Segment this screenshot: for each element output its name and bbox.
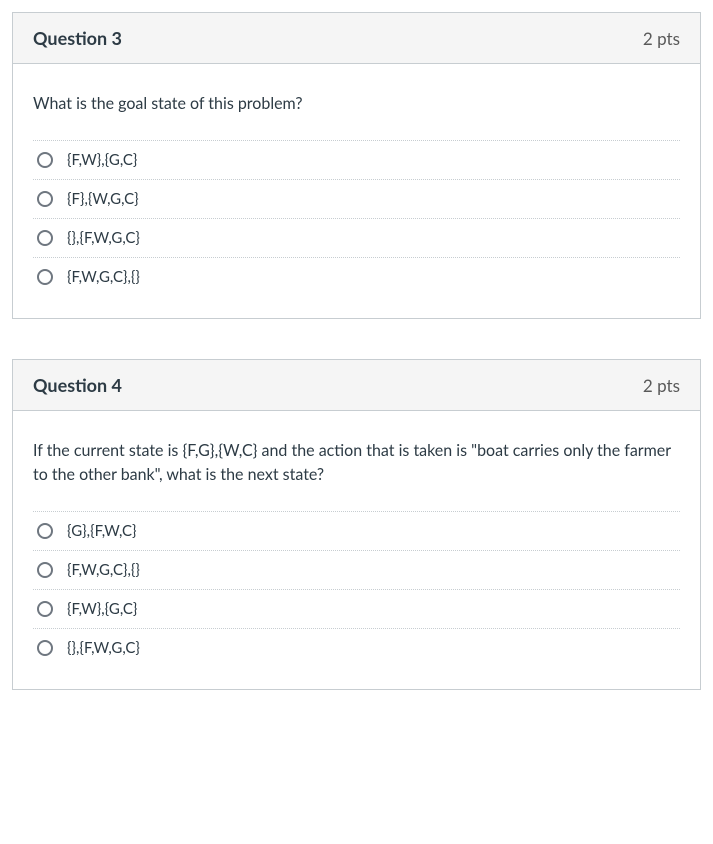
question-body: If the current state is {F,G},{W,C} and …: [13, 411, 700, 689]
option-label: {F},{W,G,C}: [67, 190, 139, 208]
radio-icon[interactable]: [37, 191, 53, 207]
question-prompt: If the current state is {F,G},{W,C} and …: [33, 439, 680, 487]
option-row[interactable]: {},{F,W,G,C}: [33, 218, 680, 257]
option-label: {F,W},{G,C}: [67, 600, 137, 618]
radio-icon[interactable]: [37, 601, 53, 617]
radio-icon[interactable]: [37, 152, 53, 168]
radio-icon[interactable]: [37, 523, 53, 539]
option-row[interactable]: {F},{W,G,C}: [33, 179, 680, 218]
option-row[interactable]: {F,W},{G,C}: [33, 589, 680, 628]
radio-icon[interactable]: [37, 230, 53, 246]
question-points: 2 pts: [643, 375, 680, 396]
question-points: 2 pts: [643, 28, 680, 49]
option-row[interactable]: {F,W,G,C},{}: [33, 257, 680, 298]
question-card: Question 3 2 pts What is the goal state …: [12, 12, 701, 319]
question-header: Question 4 2 pts: [13, 360, 700, 411]
question-card: Question 4 2 pts If the current state is…: [12, 359, 701, 690]
option-label: {G},{F,W,C}: [67, 522, 137, 540]
option-label: {},{F,W,G,C}: [67, 229, 140, 247]
option-row[interactable]: {F,W},{G,C}: [33, 140, 680, 179]
option-label: {F,W},{G,C}: [67, 151, 137, 169]
question-prompt: What is the goal state of this problem?: [33, 92, 680, 116]
option-row[interactable]: {},{F,W,G,C}: [33, 628, 680, 669]
radio-icon[interactable]: [37, 562, 53, 578]
radio-icon[interactable]: [37, 269, 53, 285]
question-header: Question 3 2 pts: [13, 13, 700, 64]
question-body: What is the goal state of this problem? …: [13, 64, 700, 318]
option-label: {F,W,G,C},{}: [67, 268, 140, 286]
option-row[interactable]: {F,W,G,C},{}: [33, 550, 680, 589]
radio-icon[interactable]: [37, 640, 53, 656]
question-title: Question 4: [33, 374, 122, 396]
option-label: {},{F,W,G,C}: [67, 639, 140, 657]
option-label: {F,W,G,C},{}: [67, 561, 140, 579]
option-row[interactable]: {G},{F,W,C}: [33, 511, 680, 550]
question-title: Question 3: [33, 27, 122, 49]
